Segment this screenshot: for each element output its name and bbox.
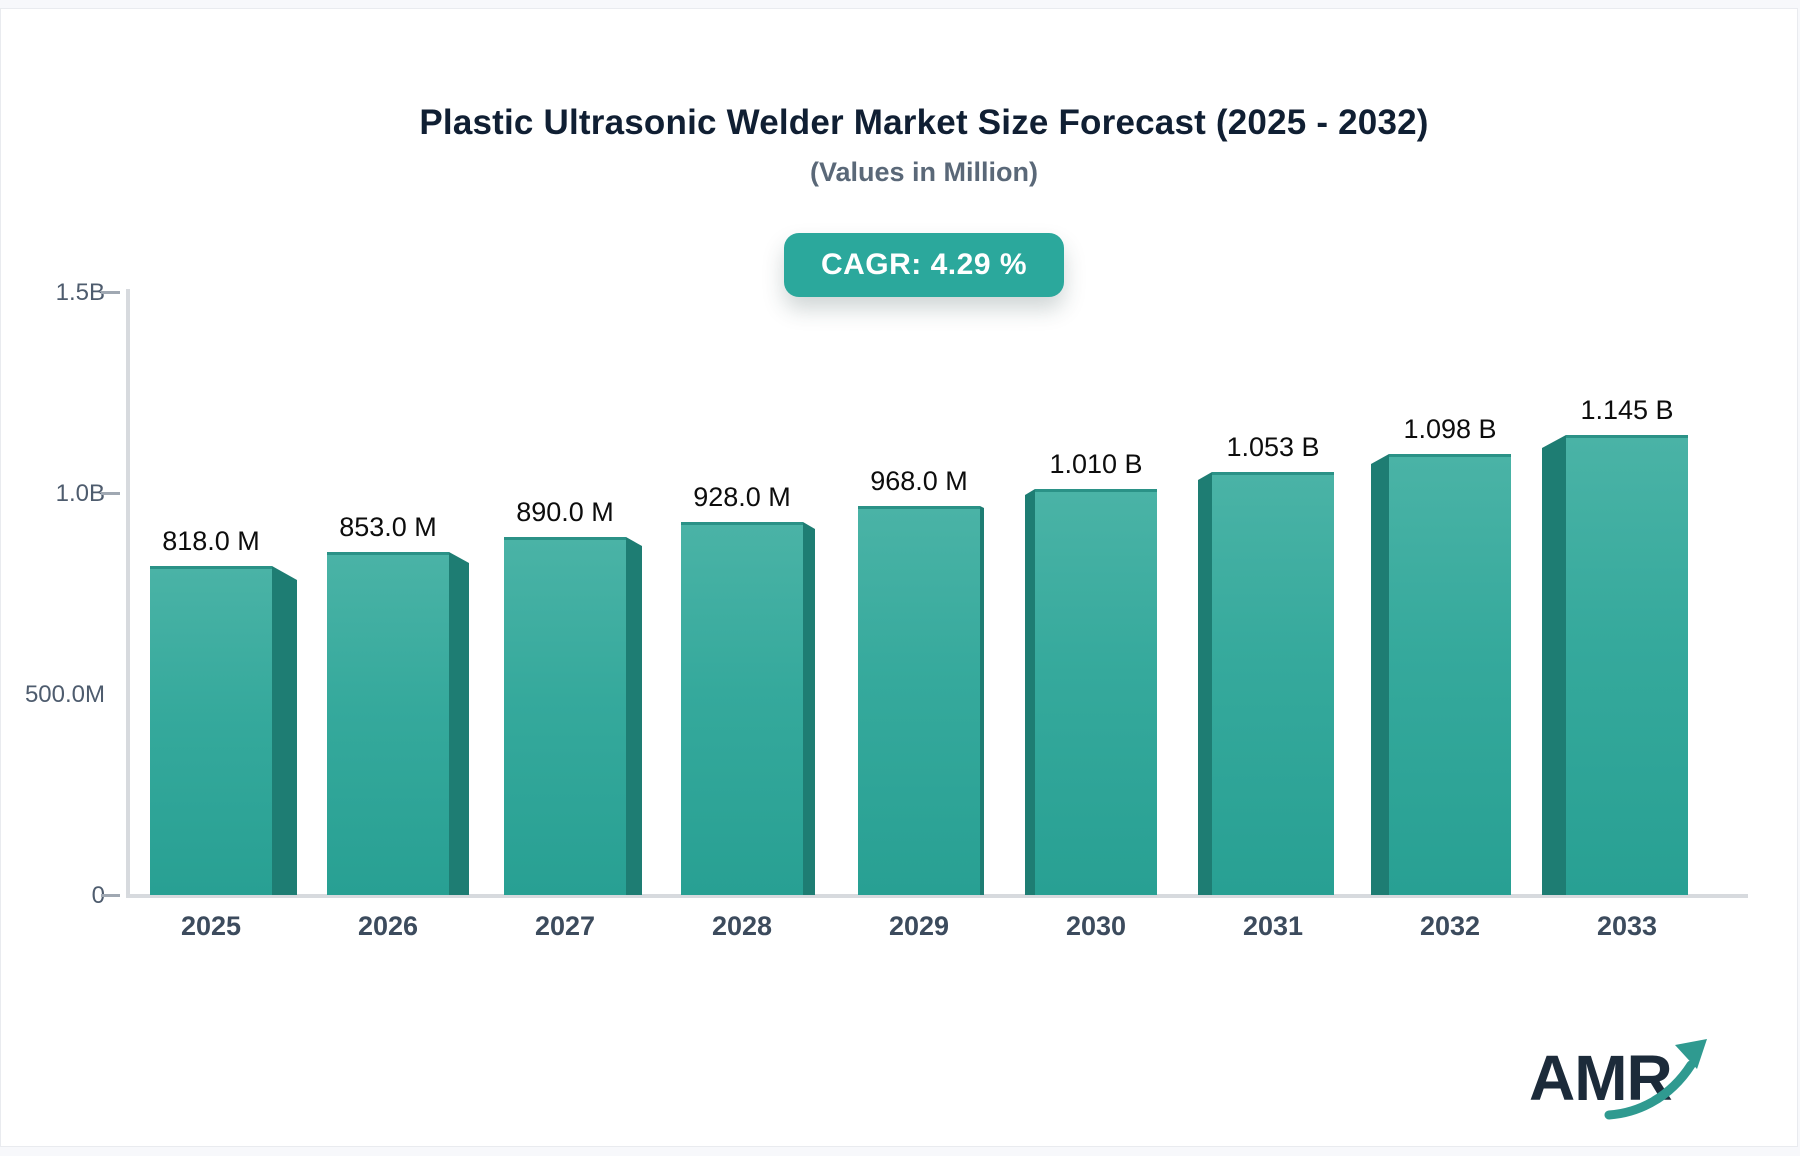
bar-value-label: 1.098 B <box>1403 414 1497 444</box>
bar-side-face <box>449 552 469 895</box>
bar-value-label: 853.0 M <box>339 512 437 542</box>
x-axis-label: 2026 <box>357 911 419 941</box>
chart-subtitle: (Values in Million) <box>809 157 1039 187</box>
bar-value-label: 928.0 M <box>693 482 791 512</box>
x-axis-label: 2025 <box>180 911 242 941</box>
bar-value-label: 968.0 M <box>870 466 968 496</box>
y-axis-label: 1.5B <box>55 279 105 306</box>
bar-value-label: 1.145 B <box>1580 395 1674 425</box>
x-axis-label: 2032 <box>1419 911 1481 941</box>
y-axis-tick <box>101 492 120 495</box>
amr-logo: AMR <box>1529 1037 1729 1127</box>
bar-value-label: 1.010 B <box>1049 449 1143 479</box>
x-axis-label: 2030 <box>1065 911 1127 941</box>
bar-side-face <box>272 566 297 895</box>
x-axis-label: 2027 <box>534 911 596 941</box>
bar-side-face <box>1198 472 1212 895</box>
bar-face[interactable] <box>327 552 449 895</box>
bar-2033 <box>1542 435 1688 895</box>
chart-card: Plastic Ultrasonic Welder Market Size Fo… <box>0 8 1798 1147</box>
cagr-badge: CAGR: 4.29 % <box>783 233 1065 297</box>
y-axis-tick <box>101 291 120 294</box>
x-axis-line <box>126 894 1748 898</box>
bar-face[interactable] <box>858 506 980 895</box>
growth-arrow-icon <box>1604 1039 1707 1120</box>
bar-2028 <box>681 522 815 895</box>
bar-face[interactable] <box>681 522 803 895</box>
bar-2032 <box>1371 454 1511 895</box>
bar-face[interactable] <box>1212 472 1334 895</box>
bar-2031 <box>1198 472 1334 895</box>
bar-face[interactable] <box>150 566 272 895</box>
bar-2029 <box>858 506 984 895</box>
x-axis-label: 2029 <box>888 911 950 941</box>
bar-side-face <box>1025 489 1035 895</box>
bar-face[interactable] <box>504 537 626 895</box>
bar-face[interactable] <box>1566 435 1688 895</box>
bar-side-face <box>626 537 642 895</box>
bar-face[interactable] <box>1389 454 1511 895</box>
bar-face[interactable] <box>1035 489 1157 895</box>
y-axis-label: 0 <box>91 882 105 909</box>
bar-2030 <box>1025 489 1157 895</box>
bar-2025 <box>150 566 297 895</box>
x-axis-label: 2033 <box>1596 911 1658 941</box>
bar-value-label: 1.053 B <box>1226 432 1320 462</box>
cagr-badge-row: CAGR: 4.29 % <box>47 233 1800 297</box>
x-axis-label: 2028 <box>711 911 773 941</box>
bar-side-face <box>980 506 984 895</box>
y-axis-tick <box>101 894 120 897</box>
x-axis-label: 2031 <box>1242 911 1304 941</box>
bar-side-face <box>1542 435 1566 895</box>
bar-2026 <box>327 552 469 895</box>
bar-side-face <box>1371 454 1389 895</box>
y-axis-label: 1.0B <box>55 480 105 507</box>
y-axis-label: 500.0M <box>24 681 105 708</box>
chart-title: Plastic Ultrasonic Welder Market Size Fo… <box>419 103 1429 142</box>
bar-side-face <box>803 522 815 895</box>
bar-value-label: 890.0 M <box>516 497 614 527</box>
y-axis-line <box>126 289 130 898</box>
bar-2027 <box>504 537 642 895</box>
bar-value-label: 818.0 M <box>162 526 260 556</box>
